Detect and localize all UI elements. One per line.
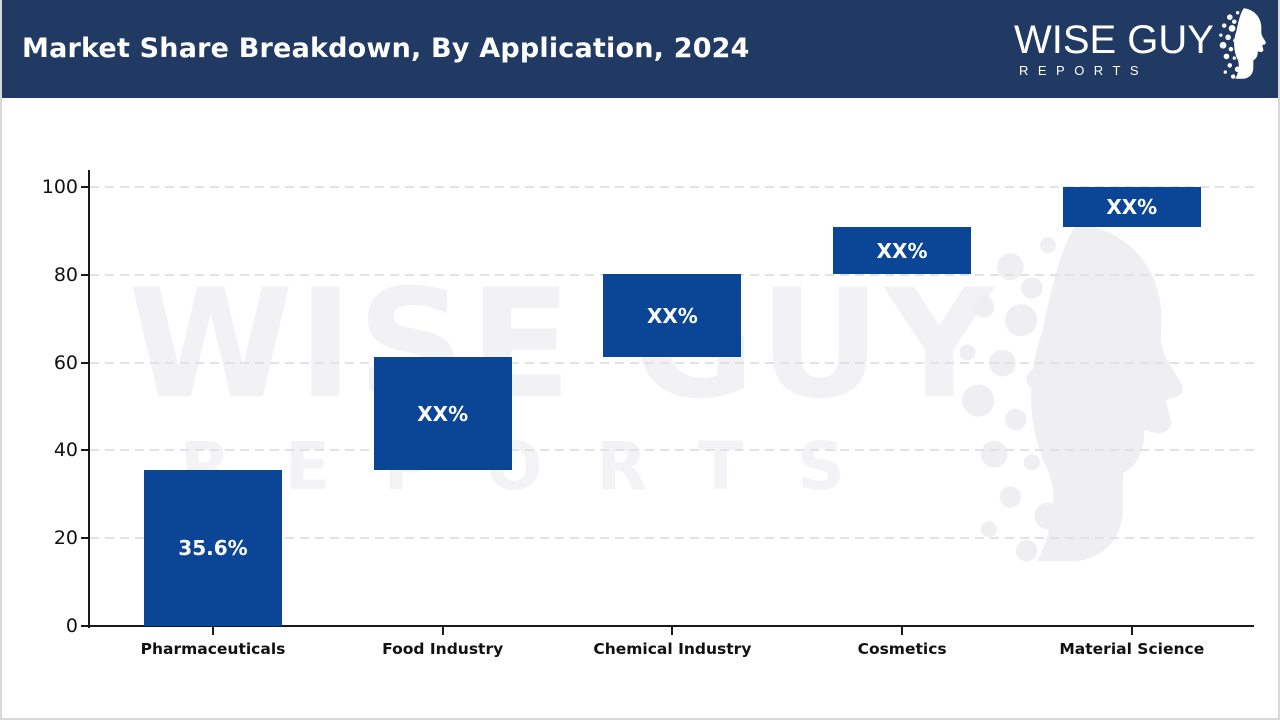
bar-value-label: XX%: [417, 401, 469, 426]
bar-segment: XX%: [833, 227, 972, 274]
logo-face-icon: [1219, 8, 1266, 79]
x-axis-tick-label: Pharmaceuticals: [140, 640, 286, 658]
bar-value-label: 35.6%: [178, 535, 248, 560]
logo-wiseguy-label: WISE GUY: [1013, 18, 1214, 62]
y-tick-mark: [81, 625, 89, 627]
gridline: [90, 186, 1254, 188]
y-tick-mark: [81, 537, 89, 540]
bar-segment: XX%: [373, 357, 512, 470]
y-axis-tick-label: 0: [65, 615, 78, 637]
y-axis-line: [88, 170, 90, 628]
bar-segment: 35.6%: [144, 469, 282, 626]
x-axis-tick-label: Chemical Industry: [593, 640, 752, 658]
x-tick-mark: [1130, 627, 1133, 635]
gridline: [90, 449, 1254, 452]
y-tick-mark: [81, 273, 89, 276]
x-tick-mark: [441, 627, 444, 635]
logo-reports-label: REPORTS: [1018, 63, 1149, 78]
bar-value-label: XX%: [646, 303, 698, 328]
x-axis-line: [88, 625, 1254, 627]
wiseguy-logo: WISE GUY REPORTS: [1014, 6, 1272, 90]
y-axis-tick-label: 80: [53, 263, 78, 286]
bar-value-label: XX%: [876, 238, 928, 263]
page-title: Market Share Breakdown, By Application, …: [22, 33, 750, 64]
x-tick-mark: [671, 627, 674, 635]
bar-segment: XX%: [603, 273, 742, 358]
gridline: [90, 537, 1254, 540]
x-axis-tick-label: Food Industry: [382, 640, 504, 658]
gridline: [90, 361, 1254, 364]
x-tick-mark: [901, 627, 904, 635]
x-axis-tick-label: Material Science: [1059, 640, 1205, 658]
y-tick-mark: [81, 361, 89, 364]
y-axis-tick-label: 60: [53, 351, 78, 374]
y-axis-tick-label: 100: [41, 176, 78, 198]
x-tick-mark: [212, 627, 214, 635]
y-axis-tick-label: 20: [53, 527, 78, 550]
logo-text: WISE GUY REPORTS: [1014, 18, 1214, 78]
header-bar: Market Share Breakdown, By Application, …: [2, 0, 1278, 98]
y-tick-mark: [81, 186, 89, 188]
bar-value-label: XX%: [1106, 195, 1158, 220]
y-tick-mark: [81, 449, 89, 452]
x-axis-tick-label: Cosmetics: [857, 640, 947, 658]
bar-segment: XX%: [1062, 187, 1201, 228]
y-axis-tick-label: 40: [53, 439, 78, 462]
